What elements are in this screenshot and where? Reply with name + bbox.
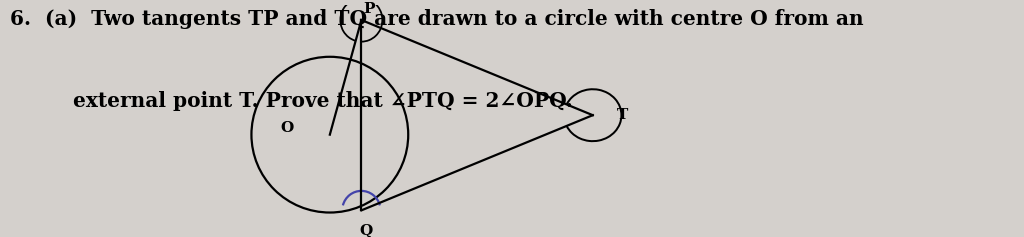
Text: Q: Q: [359, 223, 373, 237]
Text: 6.  (a)  Two tangents TP and TQ are drawn to a circle with centre O from an: 6. (a) Two tangents TP and TQ are drawn …: [9, 9, 863, 29]
Text: T: T: [616, 108, 628, 122]
Text: O: O: [281, 121, 294, 135]
Text: external point T. Prove that ∠PTQ = 2∠OPQ.: external point T. Prove that ∠PTQ = 2∠OP…: [9, 91, 572, 111]
Text: P: P: [364, 2, 375, 16]
